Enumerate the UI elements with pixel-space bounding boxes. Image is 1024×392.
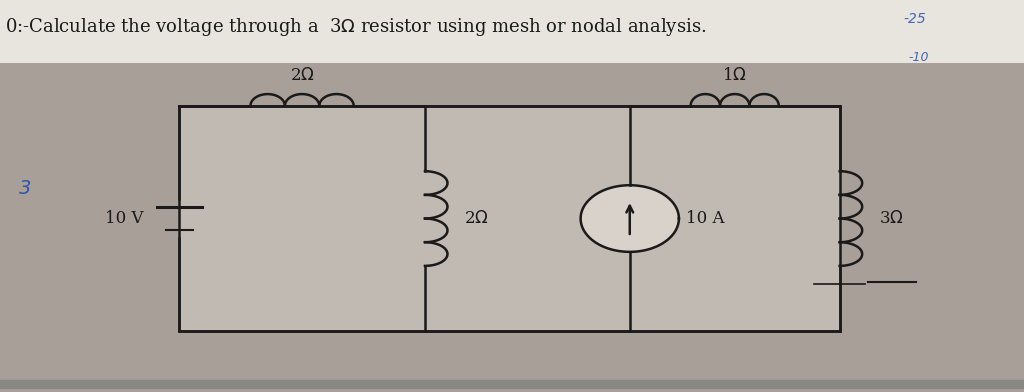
Text: 10 V: 10 V — [104, 210, 143, 227]
Bar — [179, 106, 840, 331]
Text: -10: -10 — [908, 51, 929, 64]
Text: 3$\Omega$: 3$\Omega$ — [879, 210, 903, 227]
Bar — [179, 106, 840, 331]
Text: 0:-Calculate the voltage through a  3$\Omega$ resistor using mesh or nodal analy: 0:-Calculate the voltage through a 3$\Om… — [5, 16, 707, 38]
Bar — [0, 0, 1024, 63]
Text: 3: 3 — [19, 179, 32, 198]
Text: 10 A: 10 A — [686, 210, 725, 227]
Text: 2$\Omega$: 2$\Omega$ — [290, 67, 314, 84]
Text: 1$\Omega$: 1$\Omega$ — [722, 67, 748, 84]
Text: 2$\Omega$: 2$\Omega$ — [464, 210, 488, 227]
Polygon shape — [581, 185, 679, 252]
Text: -25: -25 — [903, 12, 926, 26]
